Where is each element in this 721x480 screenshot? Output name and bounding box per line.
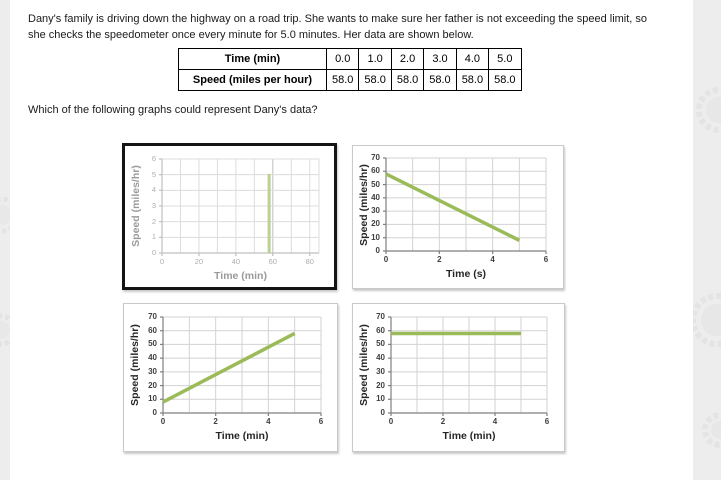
y-axis-title: Speed (miles/hr) — [358, 324, 370, 406]
left-edge-decoration — [0, 0, 10, 480]
y-tick-label: 30 — [148, 366, 157, 376]
problem-statement-line1: Dany's family is driving down the highwa… — [28, 13, 648, 25]
chart-canvas — [160, 316, 322, 416]
row-header: Time (min) — [178, 48, 327, 70]
y-tick-label: 60 — [148, 325, 157, 335]
table-row: Speed (miles per hour) 58.0 58.0 58.0 58.0 58… — [178, 69, 522, 91]
y-tick-label: 30 — [371, 206, 380, 216]
table-cell: 58.0 — [423, 69, 457, 91]
x-tick-label: 40 — [231, 257, 241, 266]
chart-canvas — [383, 157, 547, 254]
data-series-line — [385, 172, 521, 242]
x-tick-label: 2 — [437, 255, 442, 264]
y-tick-label: 0 — [151, 248, 156, 257]
y-tick-label: 0 — [152, 408, 157, 417]
table-cell: 2.0 — [390, 48, 425, 70]
y-tick-label: 50 — [376, 339, 385, 349]
y-tick-label: 10 — [148, 394, 157, 404]
x-tick-label: 2 — [213, 417, 218, 426]
right-edge-decoration — [693, 0, 721, 480]
x-tick-label: 6 — [543, 255, 549, 264]
table-cell: 58.0 — [390, 69, 425, 91]
y-tick-label: 20 — [148, 380, 157, 390]
gear-pattern-icon — [693, 87, 721, 448]
x-tick-label: 20 — [194, 257, 204, 266]
x-axis-title: Time (s) — [445, 268, 487, 280]
gear-pattern-icon — [0, 196, 10, 347]
x-tick-label: 4 — [492, 417, 498, 426]
x-axis-title: Time (min) — [214, 270, 267, 282]
x-tick-label: 0 — [159, 257, 165, 266]
y-tick-label: 3 — [151, 201, 156, 210]
y-tick-label: 40 — [371, 192, 380, 202]
data-series-line — [162, 331, 296, 404]
y-tick-label: 70 — [371, 153, 380, 162]
y-tick-label: 5 — [151, 169, 156, 179]
table-cell: 3.0 — [423, 48, 457, 70]
table-cell: 0.0 — [325, 48, 360, 70]
table-cell: 58.0 — [358, 69, 392, 91]
y-tick-label: 4 — [151, 185, 156, 195]
x-tick-label: 60 — [268, 257, 277, 266]
y-tick-label: 40 — [376, 353, 385, 363]
table-cell: 1.0 — [358, 48, 392, 70]
y-axis-title: Speed (miles/hr) — [129, 324, 141, 406]
y-tick-label: 20 — [371, 219, 380, 229]
y-axis-title: Speed (miles/hr) — [130, 165, 142, 247]
x-tick-label: 6 — [544, 417, 550, 426]
y-tick-label: 2 — [151, 216, 156, 226]
table-cell: 4.0 — [455, 48, 490, 70]
y-tick-label: 50 — [371, 179, 380, 189]
table-cell: 58.0 — [455, 69, 490, 91]
table-cell: 5.0 — [488, 48, 522, 70]
question-page: Dany's family is driving down the highwa… — [10, 0, 693, 480]
y-tick-label: 60 — [371, 166, 380, 176]
y-tick-label: 40 — [148, 353, 157, 363]
y-tick-label: 0 — [375, 246, 380, 255]
graph-option-a[interactable]: 0 20 40 60 80 0 1 2 3 4 5 6 Time (min) Speed (miles/h… — [122, 143, 337, 290]
x-tick-label: 2 — [440, 417, 446, 426]
y-tick-label: 70 — [376, 312, 385, 321]
x-axis-title: Time (min) — [215, 430, 269, 442]
y-tick-label: 70 — [148, 312, 157, 321]
x-tick-label: 80 — [305, 257, 314, 266]
chart-canvas — [388, 316, 548, 416]
y-axis-title: Speed (miles/hr) — [358, 163, 370, 246]
y-tick-label: 10 — [371, 232, 380, 242]
question-prompt: Which of the following graphs could repr… — [28, 104, 318, 116]
problem-statement-line2: she checks the speedometer once every mi… — [28, 29, 474, 41]
x-tick-label: 6 — [318, 417, 324, 426]
y-tick-label: 30 — [376, 366, 385, 376]
x-tick-label: 0 — [160, 417, 166, 426]
problem-statement: Dany's family is driving down the highwa… — [28, 11, 678, 43]
x-axis-title: Time (min) — [442, 430, 496, 442]
graph-option-d[interactable]: 0 2 4 6 0 10 20 30 40 50 60 70 Time (min) Speed (mile… — [352, 303, 565, 452]
y-tick-label: 60 — [376, 325, 385, 335]
y-tick-label: 20 — [376, 380, 385, 390]
x-tick-label: 4 — [266, 417, 271, 426]
x-tick-label: 0 — [383, 255, 389, 264]
table-cell: 58.0 — [488, 69, 522, 91]
y-tick-label: 0 — [380, 408, 385, 417]
y-tick-label: 1 — [151, 232, 156, 242]
row-header: Speed (miles per hour) — [178, 69, 327, 91]
chart-canvas — [159, 158, 320, 256]
y-tick-label: 10 — [376, 394, 385, 404]
graph-option-b[interactable]: 0 2 4 6 0 10 20 30 40 50 60 70 Time (s) Speed (miles/… — [352, 145, 564, 289]
y-tick-label: 50 — [148, 339, 157, 349]
y-tick-label: 6 — [151, 154, 156, 163]
data-table: Time (min) 0.0 1.0 2.0 3.0 4.0 5.0 Speed (miles… — [178, 48, 522, 91]
table-row: Time (min) 0.0 1.0 2.0 3.0 4.0 5.0 — [178, 48, 522, 70]
x-tick-label: 0 — [388, 417, 394, 426]
x-tick-label: 4 — [490, 255, 495, 264]
table-cell: 58.0 — [325, 69, 360, 91]
graph-option-c[interactable]: 0 2 4 6 0 10 20 30 40 50 60 70 Time (min) Speed (mile… — [123, 303, 338, 452]
